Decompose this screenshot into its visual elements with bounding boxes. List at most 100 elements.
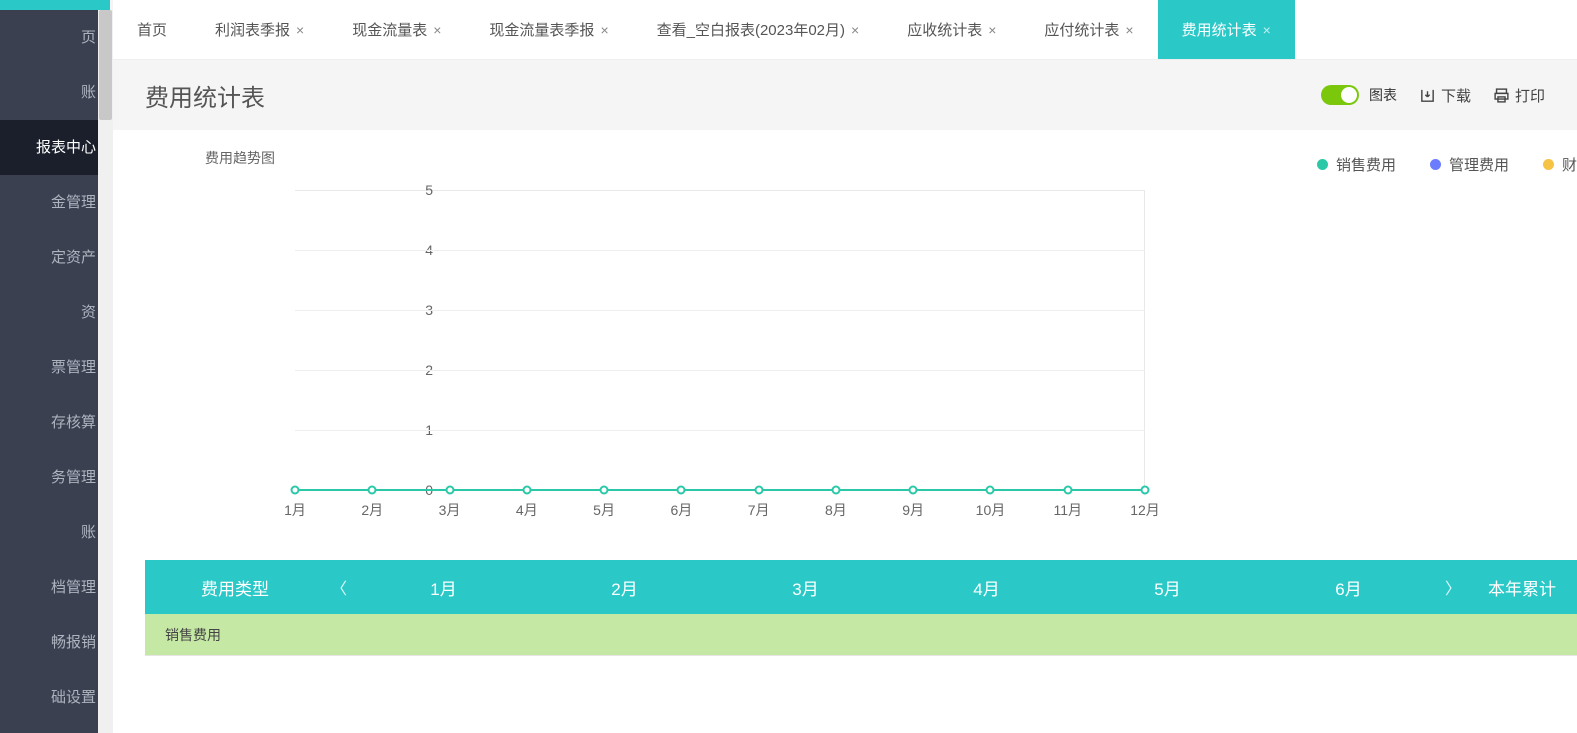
tab[interactable]: 首页: [113, 0, 191, 59]
data-marker[interactable]: [677, 486, 686, 495]
chart-toggle[interactable]: [1321, 85, 1359, 105]
sidebar-item[interactable]: 账: [0, 505, 110, 560]
chart-legend: 销售费用 管理费用 财: [1317, 154, 1577, 175]
tab-label: 查看_空白报表(2023年02月): [657, 19, 845, 40]
legend-label: 管理费用: [1449, 154, 1509, 175]
gridline: [295, 430, 1145, 431]
data-marker[interactable]: [1141, 486, 1150, 495]
tab-label: 利润表季报: [215, 19, 290, 40]
sidebar-item[interactable]: 金管理: [0, 175, 110, 230]
sidebar-item[interactable]: 资: [0, 285, 110, 340]
x-axis-label: 8月: [825, 500, 847, 520]
page-title: 费用统计表: [145, 78, 1321, 113]
x-axis-label: 12月: [1130, 500, 1160, 520]
print-button[interactable]: 打印: [1493, 85, 1545, 106]
tab[interactable]: 利润表季报 ×: [191, 0, 328, 59]
th-month: 4月: [896, 575, 1077, 600]
close-icon[interactable]: ×: [1263, 22, 1271, 38]
sidebar-item[interactable]: 务管理: [0, 450, 110, 505]
legend-item[interactable]: 管理费用: [1430, 154, 1509, 175]
tab[interactable]: 查看_空白报表(2023年02月) ×: [633, 0, 884, 59]
month-next-button[interactable]: 〉: [1439, 575, 1467, 599]
tab-label: 费用统计表: [1182, 19, 1257, 40]
th-month: 1月: [353, 575, 534, 600]
sidebar-item[interactable]: 票管理: [0, 340, 110, 395]
legend-item[interactable]: 销售费用: [1317, 154, 1396, 175]
td-type: 销售费用: [145, 625, 325, 645]
gridline: [295, 310, 1145, 311]
legend-label: 财: [1562, 154, 1577, 175]
sidebar-item[interactable]: 档管理: [0, 560, 110, 615]
tab[interactable]: 应付统计表 ×: [1020, 0, 1157, 59]
chart-toggle-label: 图表: [1369, 85, 1397, 105]
expense-table: 费用类型 〈 1月 2月 3月 4月 5月 6月 〉 本年累计 销售费用: [145, 560, 1577, 656]
sidebar-item[interactable]: 页: [0, 10, 110, 65]
x-axis-label: 2月: [361, 500, 383, 520]
sidebar-item[interactable]: 定资产: [0, 230, 110, 285]
top-accent-bar: [0, 0, 110, 10]
table-row[interactable]: 销售费用: [145, 614, 1577, 656]
month-prev-button[interactable]: 〈: [325, 575, 353, 599]
series-line: [295, 489, 1145, 491]
close-icon[interactable]: ×: [851, 22, 859, 38]
close-icon[interactable]: ×: [1125, 22, 1133, 38]
data-marker[interactable]: [1063, 486, 1072, 495]
plot-area: [295, 190, 1145, 490]
x-axis-label: 7月: [748, 500, 770, 520]
data-marker[interactable]: [522, 486, 531, 495]
sidebar-item[interactable]: 畅报销: [0, 615, 110, 670]
legend-dot: [1543, 159, 1554, 170]
th-type: 费用类型: [145, 575, 325, 600]
tab-label: 应付统计表: [1044, 19, 1119, 40]
x-axis-label: 5月: [593, 500, 615, 520]
th-month: 6月: [1258, 575, 1439, 600]
th-month: 2月: [534, 575, 715, 600]
y-axis-label: 5: [413, 182, 433, 198]
page-header: 费用统计表 图表 下载 打印: [113, 60, 1577, 130]
data-marker[interactable]: [600, 486, 609, 495]
print-label: 打印: [1515, 85, 1545, 106]
gridline: [295, 370, 1145, 371]
download-icon: [1419, 87, 1436, 104]
scrollbar-thumb[interactable]: [99, 10, 112, 120]
print-icon: [1493, 87, 1510, 104]
th-month: 3月: [715, 575, 896, 600]
legend-item[interactable]: 财: [1543, 154, 1577, 175]
data-marker[interactable]: [909, 486, 918, 495]
tab-label: 首页: [137, 19, 167, 40]
close-icon[interactable]: ×: [296, 22, 304, 38]
data-marker[interactable]: [986, 486, 995, 495]
tab-bar: 首页 利润表季报 × 现金流量表 × 现金流量表季报 × 查看_空白报表(2023年02月) ×…: [113, 0, 1577, 60]
table-header-row: 费用类型 〈 1月 2月 3月 4月 5月 6月 〉 本年累计: [145, 560, 1577, 614]
close-icon[interactable]: ×: [988, 22, 996, 38]
tab[interactable]: 现金流量表季报 ×: [465, 0, 632, 59]
x-axis-label: 3月: [439, 500, 461, 520]
data-marker[interactable]: [754, 486, 763, 495]
tab-label: 现金流量表: [352, 19, 427, 40]
sidebar-scrollbar[interactable]: [98, 10, 113, 733]
sidebar-item[interactable]: 存核算: [0, 395, 110, 450]
legend-dot: [1430, 159, 1441, 170]
tab-label: 现金流量表季报: [489, 19, 594, 40]
download-button[interactable]: 下载: [1419, 85, 1471, 106]
tab[interactable]: 现金流量表 ×: [328, 0, 465, 59]
data-marker[interactable]: [831, 486, 840, 495]
data-marker[interactable]: [291, 486, 300, 495]
close-icon[interactable]: ×: [433, 22, 441, 38]
th-month: 5月: [1077, 575, 1258, 600]
sidebar-item[interactable]: 报表中心: [0, 120, 110, 175]
tab[interactable]: 费用统计表 ×: [1158, 0, 1295, 59]
sidebar-item[interactable]: 账: [0, 65, 110, 120]
x-axis-label: 1月: [284, 500, 306, 520]
sidebar-item[interactable]: 础设置: [0, 670, 110, 725]
x-axis-label: 6月: [670, 500, 692, 520]
close-icon[interactable]: ×: [600, 22, 608, 38]
tab-label: 应收统计表: [907, 19, 982, 40]
data-marker[interactable]: [368, 486, 377, 495]
legend-dot: [1317, 159, 1328, 170]
sidebar: 页账报表中心金管理定资产资票管理存核算务管理账档管理畅报销础设置: [0, 10, 110, 733]
tab[interactable]: 应收统计表 ×: [883, 0, 1020, 59]
x-axis-label: 11月: [1053, 500, 1082, 520]
th-total: 本年累计: [1467, 575, 1577, 600]
data-marker[interactable]: [445, 486, 454, 495]
